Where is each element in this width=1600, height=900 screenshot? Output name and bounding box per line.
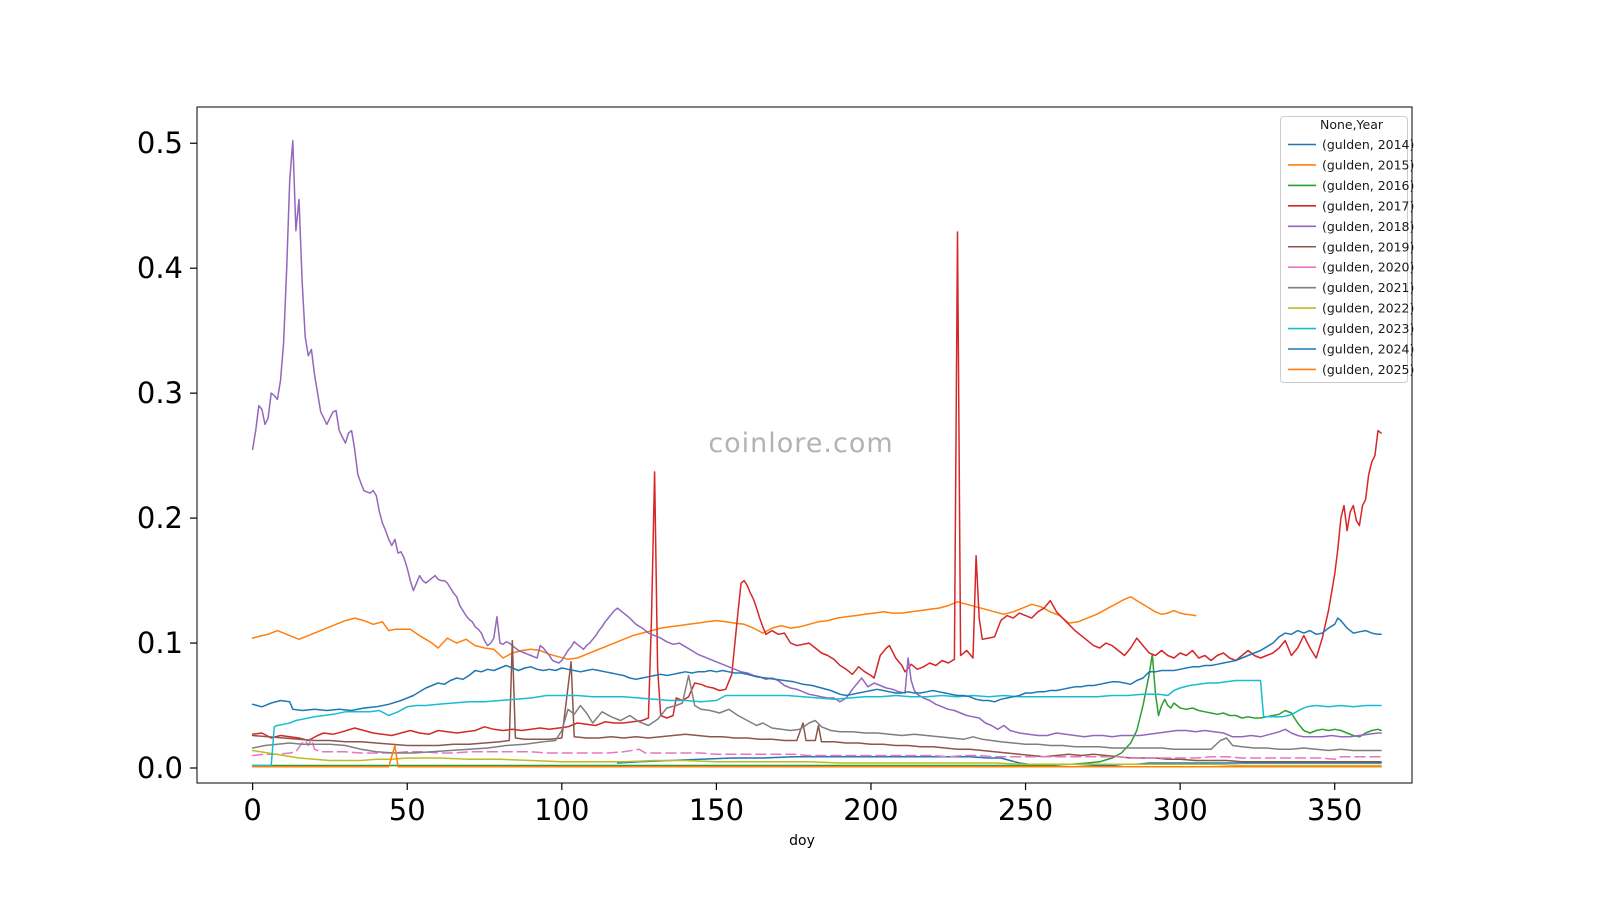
x-tick-label: 350 [1307,793,1362,827]
legend-item: (gulden, 2023) [1288,321,1414,336]
legend-item-label: (gulden, 2025) [1322,362,1414,377]
legend-item: (gulden, 2021) [1288,280,1414,295]
y-tick-label: 0.2 [137,501,183,535]
series-line [251,674,1382,754]
legend-box [1280,116,1408,383]
legend-item: (gulden, 2024) [1288,342,1414,357]
series-line [251,617,1382,712]
legend-item-label: (gulden, 2014) [1322,137,1414,152]
plot-area: 0 50 100 150 200 250 300 350 0.0 0.1 0.2 0.3 0.4 0.5 [137,106,1413,827]
series-line [251,653,1382,767]
x-axis-label: doy [789,833,815,849]
plot-frame [196,106,1413,784]
legend-item-label: (gulden, 2019) [1322,239,1414,254]
y-tick-label: 0.0 [137,751,183,785]
x-tick-label: 50 [389,793,426,827]
series-line [251,231,1382,742]
y-tick-label: 0.4 [137,251,183,285]
legend-item-label: (gulden, 2015) [1322,157,1414,172]
x-tick-label: 300 [1152,793,1207,827]
series-line [251,679,1382,767]
y-tick-label: 0.3 [137,376,183,410]
legend-item: (gulden, 2017) [1288,198,1414,213]
x-tick-label: 0 [243,793,261,827]
series-line [251,139,1382,738]
legend-item: (gulden, 2018) [1288,219,1414,234]
y-tick-label: 0.5 [137,126,183,160]
x-tick-label: 100 [534,793,589,827]
x-tick-label: 150 [689,793,744,827]
x-tick-label: 200 [843,793,898,827]
series-line [251,738,1382,761]
legend-item-label: (gulden, 2018) [1322,219,1414,234]
legend-item-label: (gulden, 2020) [1322,260,1414,275]
legend-item-label: (gulden, 2022) [1322,301,1414,316]
legend-item: (gulden, 2025) [1288,362,1414,377]
legend-item-label: (gulden, 2023) [1322,321,1414,336]
legend-title: None,Year [1320,117,1384,132]
legend-item: (gulden, 2014) [1288,137,1414,152]
legend-item: (gulden, 2016) [1288,178,1414,193]
series-line [251,744,1382,768]
legend: None,Year (gulden, 2014) (gulden, 2015) (gu… [1280,116,1414,383]
legend-item: (gulden, 2019) [1288,239,1414,254]
legend-item: (gulden, 2020) [1288,260,1414,275]
y-tick-label: 0.1 [137,626,183,660]
legend-item-label: (gulden, 2016) [1322,178,1414,193]
watermark: coinlore.com [708,428,893,459]
legend-item-label: (gulden, 2021) [1322,280,1414,295]
legend-item: (gulden, 2015) [1288,157,1414,172]
legend-item-label: (gulden, 2024) [1322,342,1414,357]
legend-item: (gulden, 2022) [1288,301,1414,316]
series-line [251,639,1382,763]
x-tick-label: 250 [998,793,1053,827]
series-line [251,749,1382,767]
legend-item-label: (gulden, 2017) [1322,198,1414,213]
